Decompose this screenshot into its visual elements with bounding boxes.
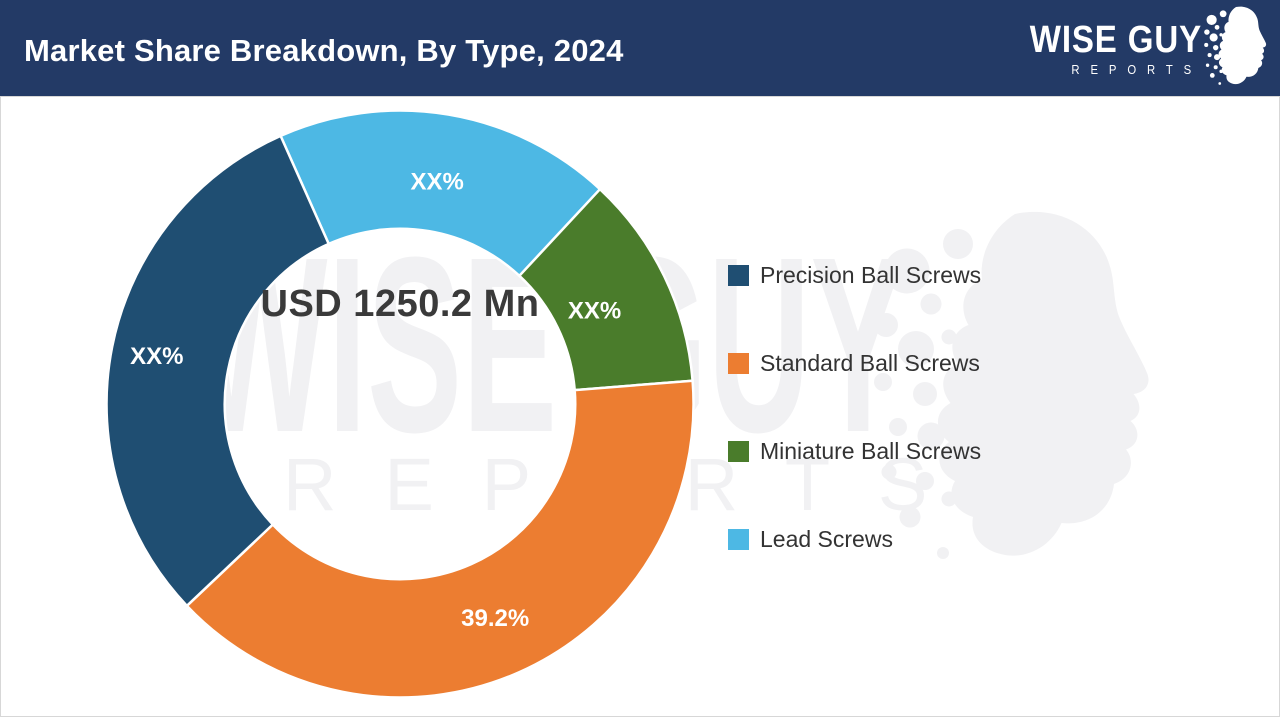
legend-item-precision-ball-screws[interactable]: Precision Ball Screws — [728, 255, 981, 295]
wise-guy-logo: WISE GUY REPORTS — [1000, 0, 1270, 96]
legend-swatch-standard-ball-screws — [728, 352, 749, 374]
segment-label-standard-ball-screws: 39.2% — [461, 605, 529, 632]
legend-swatch-miniature-ball-screws — [728, 440, 749, 462]
legend-label-standard-ball-screws: Standard Ball Screws — [760, 349, 980, 376]
logo-wordmark: WISE GUY — [1029, 19, 1202, 61]
donut-chart: XX% XX% 39.2% XX% — [105, 109, 695, 699]
logo-head-icon — [1202, 5, 1270, 93]
legend-swatch-lead-screws — [728, 528, 749, 550]
legend-item-lead-screws[interactable]: Lead Screws — [728, 519, 981, 559]
segment-label-precision-ball-screws: XX% — [130, 343, 183, 370]
segment-label-miniature-ball-screws: XX% — [568, 297, 621, 324]
segment-label-lead-screws: XX% — [411, 169, 464, 196]
header-band: Market Share Breakdown, By Type, 2024 WI… — [0, 0, 1280, 96]
logo-text: WISE GUY REPORTS — [1030, 21, 1202, 77]
page-title: Market Share Breakdown, By Type, 2024 — [24, 33, 624, 68]
chart-legend: Precision Ball Screws Standard Ball Screw… — [728, 255, 981, 559]
donut-segment-standard-ball-screws[interactable] — [185, 379, 695, 699]
legend-item-miniature-ball-screws[interactable]: Miniature Ball Screws — [728, 431, 981, 471]
legend-label-miniature-ball-screws: Miniature Ball Screws — [760, 437, 982, 464]
legend-item-standard-ball-screws[interactable]: Standard Ball Screws — [728, 343, 981, 383]
legend-label-lead-screws: Lead Screws — [760, 525, 893, 552]
donut-segment-precision-ball-screws[interactable] — [105, 134, 330, 608]
legend-label-precision-ball-screws: Precision Ball Screws — [760, 261, 982, 288]
logo-subtitle: REPORTS — [1071, 62, 1202, 77]
donut-segment-lead-screws[interactable] — [279, 109, 602, 278]
legend-swatch-precision-ball-screws — [728, 264, 749, 286]
market-value-label: USD 1250.2 Mn — [260, 283, 540, 325]
